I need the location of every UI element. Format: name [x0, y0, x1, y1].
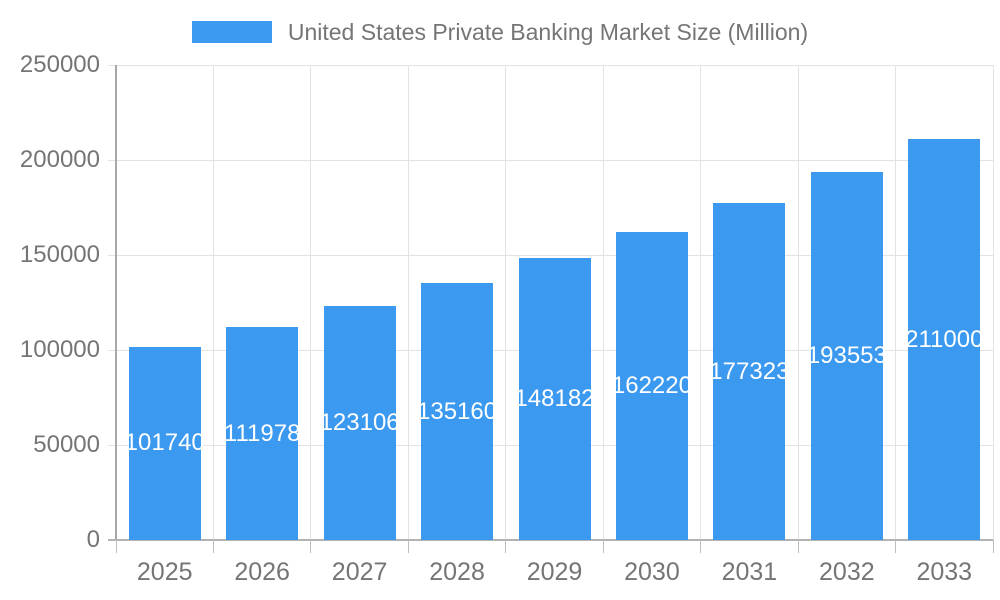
- bar[interactable]: [908, 139, 981, 540]
- x-axis-tick: [212, 540, 214, 553]
- x-axis-tick: [407, 540, 409, 553]
- v-gridline: [797, 65, 799, 540]
- y-axis-tick-label: 100000: [19, 336, 100, 363]
- bar[interactable]: [713, 203, 786, 540]
- x-axis-tick: [895, 540, 897, 553]
- bar[interactable]: [615, 231, 688, 540]
- v-gridline: [212, 65, 214, 540]
- x-axis-tick-label: 2026: [234, 558, 290, 586]
- x-axis-tick: [115, 540, 117, 553]
- x-axis-tick-label: 2031: [721, 558, 778, 586]
- y-axis-line: [115, 65, 117, 540]
- v-gridline: [505, 65, 507, 540]
- y-axis-tick-label: 150000: [19, 241, 100, 268]
- h-gridline: [108, 64, 993, 66]
- bar-value-label: 148182: [514, 385, 595, 413]
- x-axis-tick: [700, 540, 702, 553]
- x-axis-tick-label: 2030: [624, 558, 680, 586]
- legend-swatch: [191, 21, 272, 43]
- bar-value-label: 101740: [124, 429, 205, 457]
- bar-value-label: 177323: [709, 357, 790, 385]
- v-gridline: [992, 65, 994, 540]
- x-axis-line: [108, 539, 993, 541]
- bar-value-label: 111978: [223, 419, 301, 447]
- h-gridline: [108, 159, 993, 161]
- x-axis-tick-label: 2033: [916, 558, 973, 586]
- v-gridline: [310, 65, 312, 540]
- y-axis-tick-label: 0: [86, 526, 100, 553]
- x-axis-tick: [310, 540, 312, 553]
- x-axis-tick-label: 2032: [819, 558, 875, 586]
- legend-label: United States Private Banking Market Siz…: [287, 18, 809, 45]
- bar[interactable]: [226, 327, 299, 540]
- bar-value-label: 123106: [319, 409, 400, 437]
- v-gridline: [700, 65, 702, 540]
- v-gridline: [602, 65, 604, 540]
- h-gridline: [108, 254, 993, 256]
- x-axis-tick-label: 2025: [136, 558, 193, 586]
- x-axis-tick-label: 2028: [429, 558, 485, 586]
- bar[interactable]: [421, 283, 494, 540]
- bar[interactable]: [810, 172, 883, 540]
- bar[interactable]: [323, 306, 396, 540]
- y-axis-tick-label: 250000: [19, 51, 100, 78]
- bar-value-label: 135160: [417, 397, 498, 425]
- bar-value-label: 211000: [905, 325, 984, 353]
- legend[interactable]: United States Private Banking Market Siz…: [0, 18, 1000, 46]
- bar[interactable]: [518, 258, 591, 540]
- v-gridline: [407, 65, 409, 540]
- x-axis-tick-label: 2029: [526, 558, 583, 586]
- x-axis-tick-label: 2027: [331, 558, 388, 586]
- bar-value-label: 193553: [806, 342, 887, 370]
- v-gridline: [895, 65, 897, 540]
- y-axis-tick-label: 50000: [33, 431, 100, 458]
- x-axis-tick: [797, 540, 799, 553]
- y-axis-tick-label: 200000: [19, 146, 100, 173]
- x-axis-tick: [602, 540, 604, 553]
- x-axis-tick: [505, 540, 507, 553]
- x-axis-tick: [992, 540, 994, 553]
- bar-value-label: 162220: [611, 371, 692, 399]
- bar[interactable]: [128, 346, 201, 540]
